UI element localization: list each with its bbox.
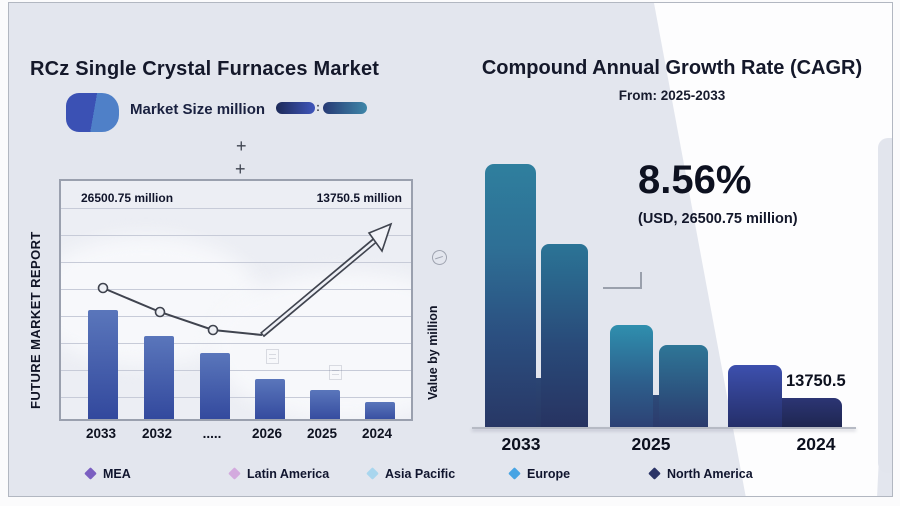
x-label-dots: ..... xyxy=(202,426,222,441)
cagr-value: 8.56% xyxy=(638,158,752,202)
x-label-2032: 2032 xyxy=(141,426,173,441)
plus-mark-icon: + xyxy=(235,159,246,179)
right-edge-decor xyxy=(878,138,892,473)
legend-item-north-america: North America xyxy=(648,466,753,481)
bar-2033 xyxy=(88,310,118,419)
legend-item-latin-america: Latin America xyxy=(228,466,330,481)
legend-label: North America xyxy=(667,466,753,481)
trend-line-arrow xyxy=(97,222,393,338)
market-size-label: Market Size million xyxy=(130,101,266,118)
cagr-bar-2033-b xyxy=(541,244,588,428)
bar-2032 xyxy=(144,336,174,419)
x-axis-line xyxy=(472,427,856,429)
diamond-icon xyxy=(228,467,241,480)
end-value-label: 13750.5 million xyxy=(316,191,402,205)
diamond-icon xyxy=(84,467,97,480)
gridline xyxy=(61,316,411,317)
diamond-icon xyxy=(648,467,661,480)
start-value-label: 26500.75 million xyxy=(81,191,174,205)
x-label-2024: 2024 xyxy=(796,434,836,454)
right-chart-subtitle: From: 2025-2033 xyxy=(618,88,726,103)
diamond-icon xyxy=(508,467,521,480)
legend-label: Asia Pacific xyxy=(385,466,456,481)
x-label-2024: 2024 xyxy=(361,426,393,441)
x-label-2025: 2025 xyxy=(631,434,671,454)
legend-label: MEA xyxy=(103,466,131,481)
x-label-2025: 2025 xyxy=(306,426,338,441)
legend-item-mea: MEA xyxy=(84,466,131,481)
gridline xyxy=(61,262,411,263)
bar-2024 xyxy=(365,402,395,419)
gridline xyxy=(61,208,411,209)
right-chart-title: Compound Annual Growth Rate (CAGR) xyxy=(481,57,863,79)
legend-item-europe: Europe xyxy=(508,466,571,481)
x-label-2033: 2033 xyxy=(501,434,541,454)
gridline xyxy=(61,343,411,344)
side-watermark-label: FUTURE MARKET REPORT xyxy=(28,231,43,409)
pill-decor-blue xyxy=(276,102,315,114)
legend-item-asia-pacific: Asia Pacific xyxy=(366,466,456,481)
pill-decor-teal xyxy=(323,102,367,114)
cagr-bar-2024-b xyxy=(782,398,842,428)
corner-bracket-decor xyxy=(603,272,642,289)
cagr-bar-2024-a xyxy=(728,365,782,428)
gridline xyxy=(61,370,411,371)
pill-separator: : xyxy=(316,100,320,114)
legend-label: Europe xyxy=(527,466,571,481)
x-label-2026: 2026 xyxy=(251,426,283,441)
plus-mark-icon: + xyxy=(236,136,247,156)
gridline xyxy=(61,289,411,290)
bar-value-label: 13750.5 xyxy=(786,372,846,390)
market-size-chart: 26500.75 million 13750.5 million xyxy=(59,179,413,421)
bar-2025 xyxy=(310,390,340,419)
gridline xyxy=(61,235,411,236)
x-label-2033: 2033 xyxy=(85,426,117,441)
bar-2026 xyxy=(255,379,285,419)
value-axis-label: Value by million xyxy=(426,305,440,401)
gridline xyxy=(61,397,411,398)
left-chart-title: RCz Single Crystal Furnaces Market xyxy=(30,58,380,80)
bar-dots xyxy=(200,353,230,419)
cagr-bar-2025-b xyxy=(659,345,708,428)
cagr-bar-2033-join xyxy=(536,378,541,428)
cagr-note: (USD, 26500.75 million) xyxy=(638,211,798,227)
legend-label: Latin America xyxy=(247,466,330,481)
cagr-bar-2025-join xyxy=(653,395,659,428)
watermark-grid-icon xyxy=(266,349,279,364)
cagr-bar-2025-a xyxy=(610,325,653,428)
watermark-grid-icon xyxy=(329,365,342,380)
diamond-icon xyxy=(366,467,379,480)
cagr-bar-2033-a xyxy=(485,164,536,428)
cylinder-icon xyxy=(66,93,119,132)
